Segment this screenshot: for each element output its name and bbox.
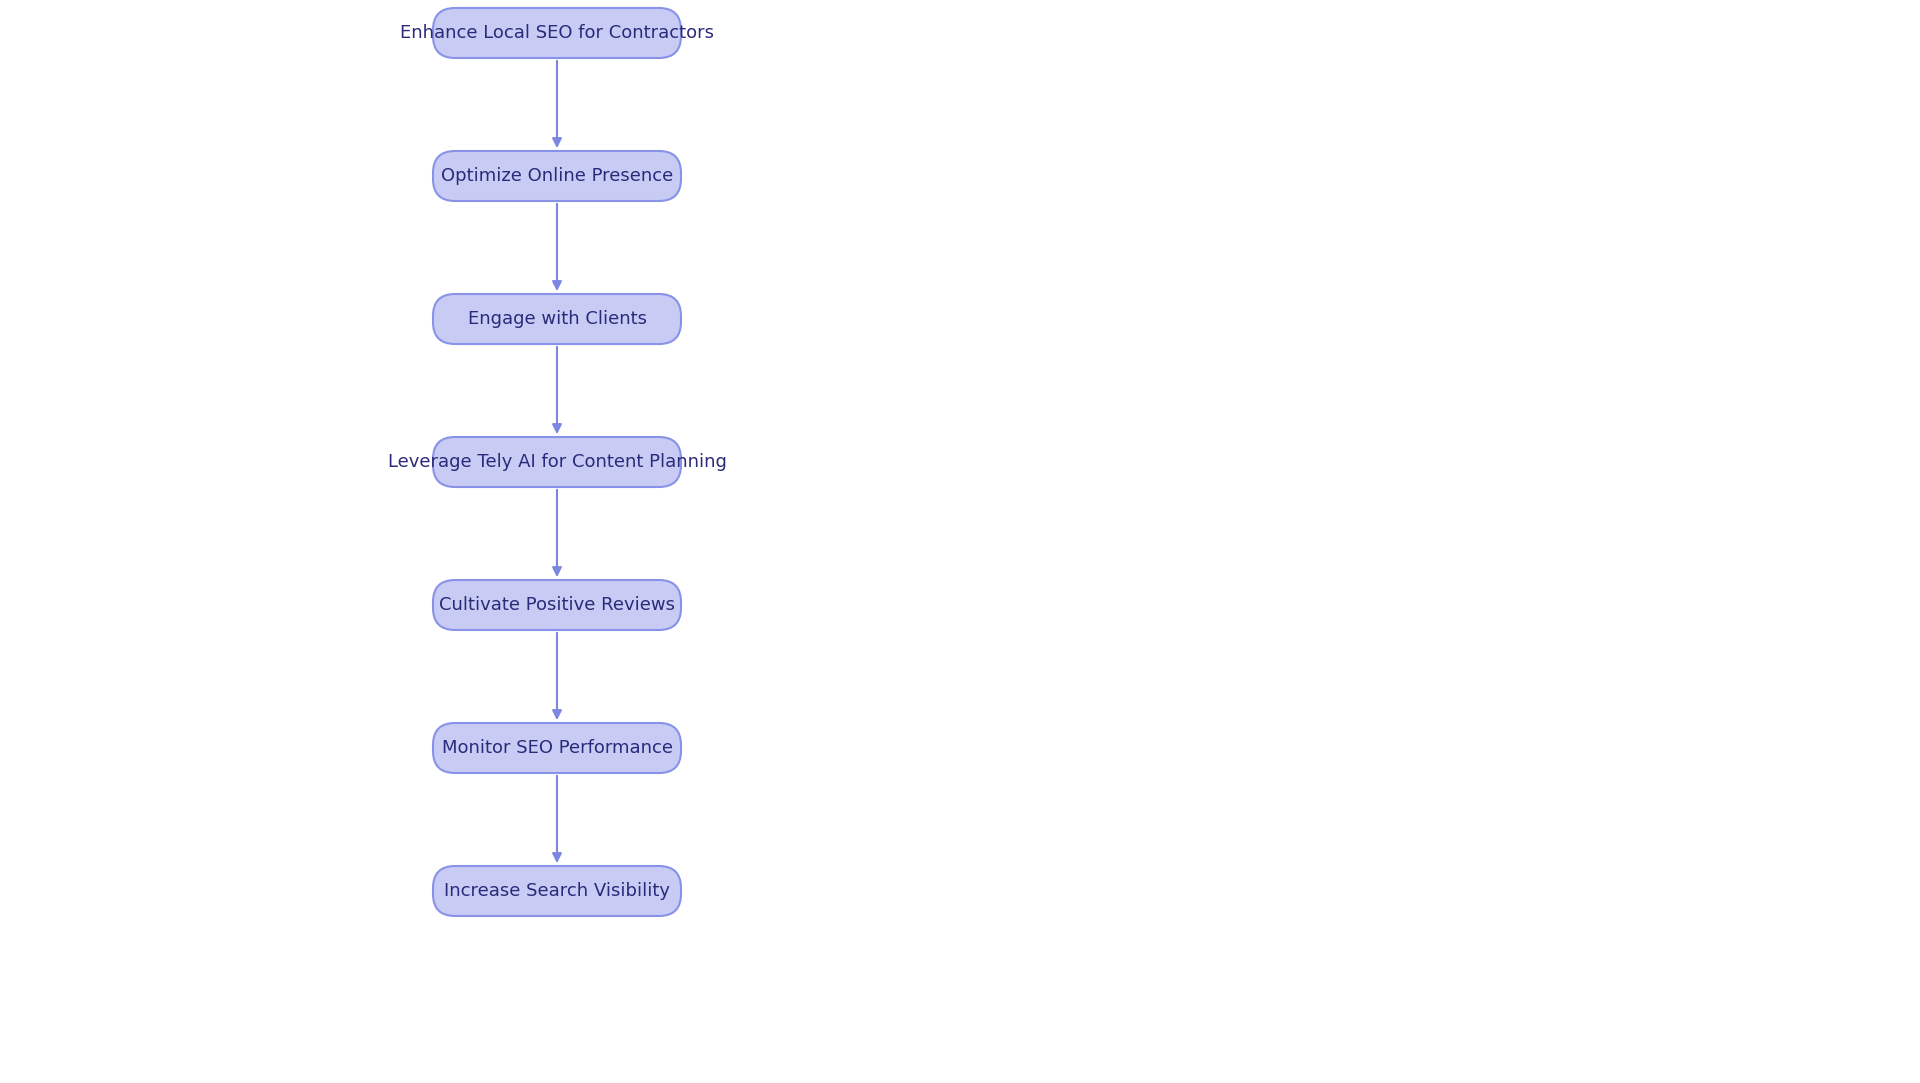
FancyBboxPatch shape <box>434 866 682 916</box>
Text: Leverage Tely AI for Content Planning: Leverage Tely AI for Content Planning <box>388 453 726 471</box>
Text: Monitor SEO Performance: Monitor SEO Performance <box>442 739 672 757</box>
FancyBboxPatch shape <box>434 438 682 487</box>
Text: Engage with Clients: Engage with Clients <box>467 310 647 328</box>
FancyBboxPatch shape <box>434 580 682 630</box>
FancyBboxPatch shape <box>434 8 682 58</box>
FancyBboxPatch shape <box>434 151 682 201</box>
Text: Cultivate Positive Reviews: Cultivate Positive Reviews <box>440 596 676 614</box>
Text: Enhance Local SEO for Contractors: Enhance Local SEO for Contractors <box>399 24 714 42</box>
FancyBboxPatch shape <box>434 723 682 773</box>
Text: Increase Search Visibility: Increase Search Visibility <box>444 882 670 900</box>
Text: Optimize Online Presence: Optimize Online Presence <box>442 167 674 185</box>
FancyBboxPatch shape <box>434 293 682 344</box>
